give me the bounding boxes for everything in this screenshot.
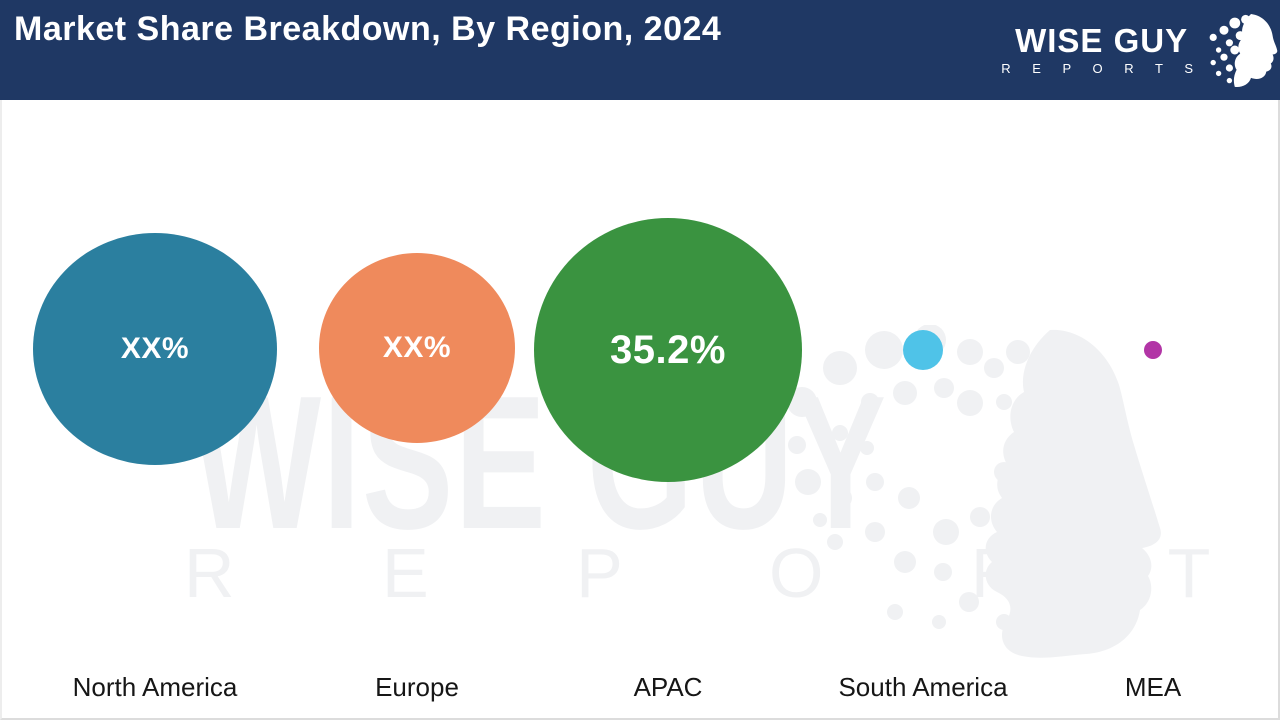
- brand-name: WISE GUY: [1015, 22, 1189, 59]
- category-label-mea: MEA: [1124, 672, 1182, 702]
- bubble-value-europe: XX%: [382, 331, 452, 364]
- chart-area: WISE GUY R E P O R T S XX%: [0, 100, 1280, 720]
- category-label-apac: APAC: [633, 672, 703, 702]
- brand-logo-text: WISE GUY R E P O R T S: [1001, 24, 1202, 76]
- bubble-apac: 35.2%: [534, 218, 802, 482]
- bubble-south-america: [903, 330, 943, 370]
- bubble-value-north-america: XX%: [120, 332, 190, 365]
- category-label-europe: Europe: [375, 672, 459, 702]
- category-label-south-america: South America: [838, 672, 1008, 702]
- header-bar: Market Share Breakdown, By Region, 2024 …: [0, 0, 1280, 100]
- page-title: Market Share Breakdown, By Region, 2024: [14, 10, 722, 48]
- bubble-chart: XX% North America XX% Europe 35.2% APAC South …: [2, 100, 1278, 718]
- brand-head-icon: [1209, 14, 1278, 88]
- bubble-north-america: XX%: [33, 233, 277, 465]
- bubble-mea: [1144, 341, 1162, 359]
- brand-subtitle: R E P O R T S: [1001, 61, 1202, 76]
- bubble-value-apac: 35.2%: [610, 327, 726, 372]
- category-label-north-america: North America: [72, 672, 238, 702]
- brand-logo: WISE GUY R E P O R T S: [1001, 0, 1278, 100]
- bubble-europe: XX%: [319, 253, 515, 443]
